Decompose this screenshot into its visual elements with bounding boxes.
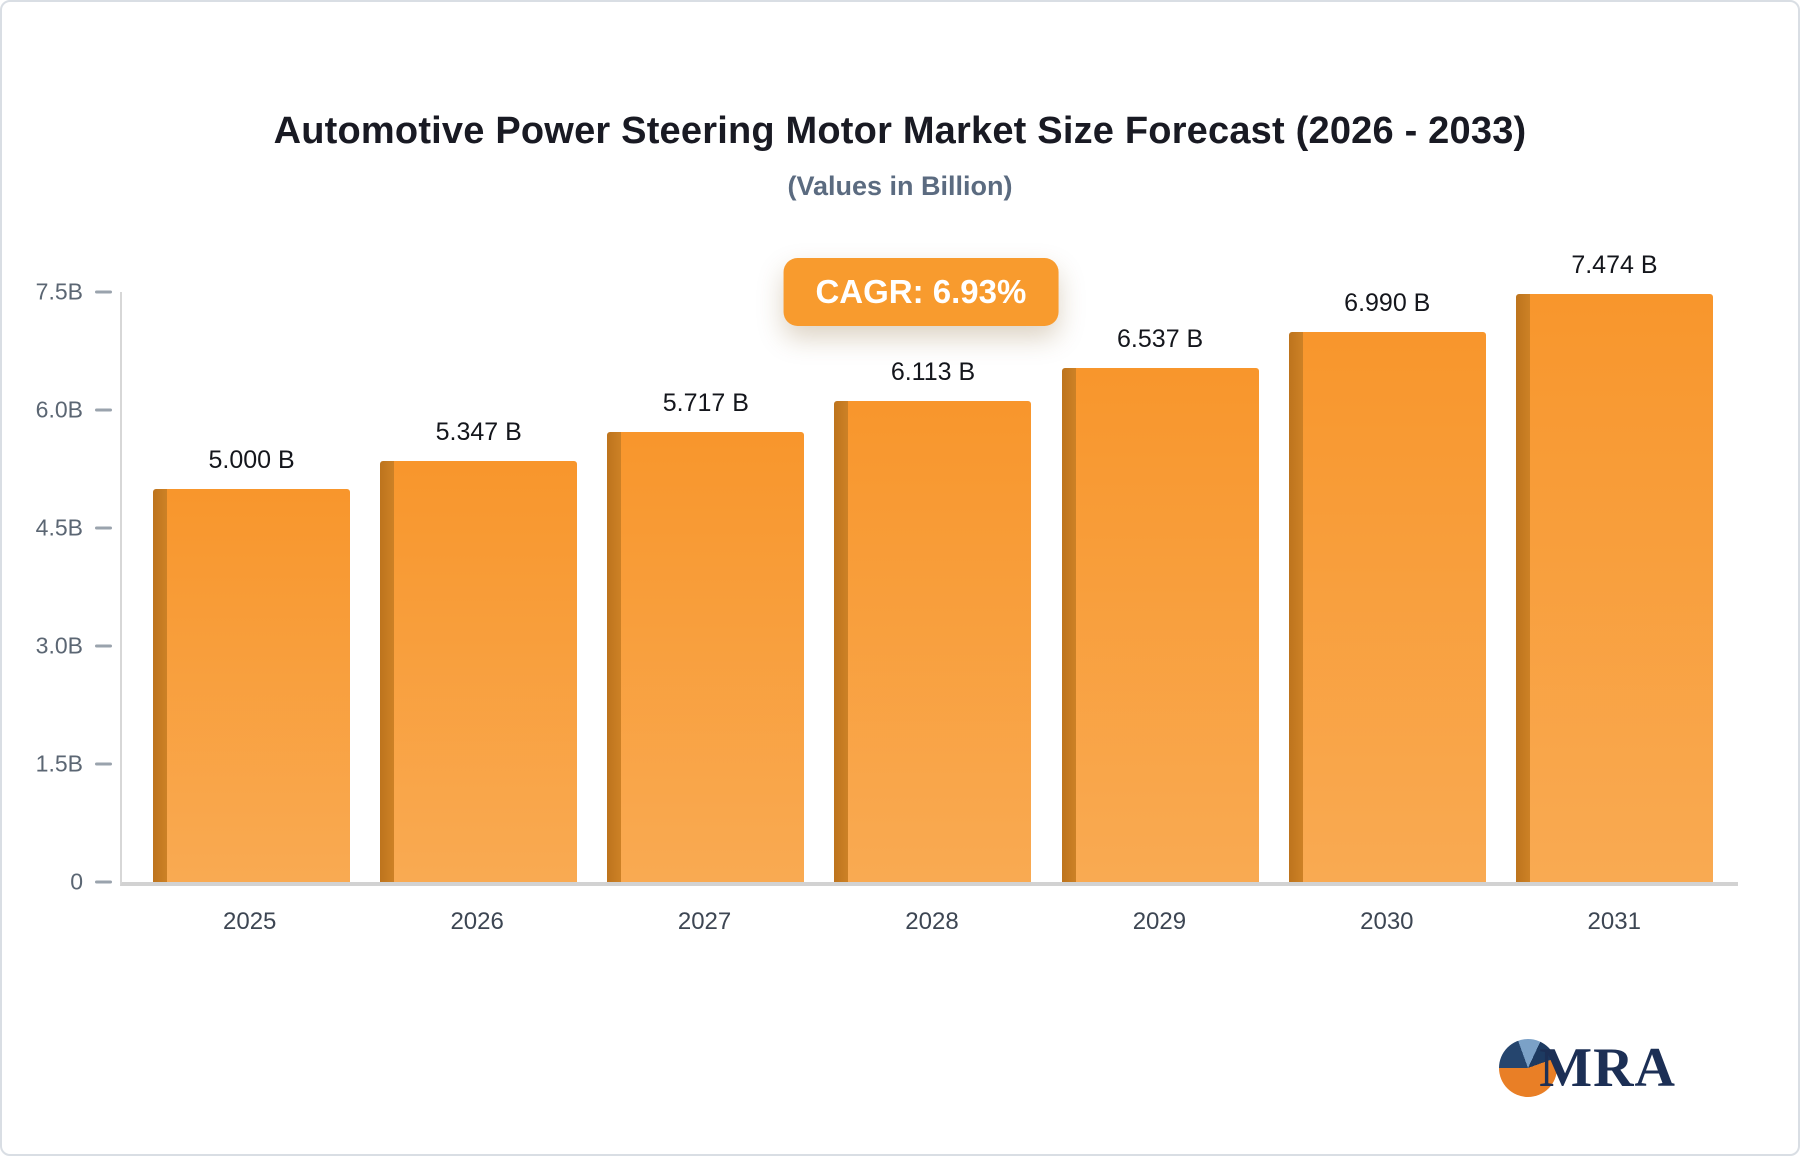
logo-text: MRA [1539,1037,1676,1099]
y-tick-label: 1.5B [35,750,83,777]
bar-value-label: 5.347 B [435,418,522,447]
y-tick-mark [95,290,112,294]
chart-area: CAGR: 6.93% 5.000 B 5.347 B 5.717 B 6.113 B… [36,251,1738,895]
bar-column: 5.000 B [138,292,365,882]
bar-column: 6.537 B [1047,292,1274,882]
x-axis-label-2026: 2026 [450,908,504,935]
y-tick-label: 6.0B [35,396,83,423]
bar-2030 [1288,332,1486,882]
brand-logo: MRA [1499,1036,1676,1100]
bar-value-label: 5.000 B [208,445,295,474]
y-tick-label: 0 [70,868,83,895]
y-tick-7.5B: 7.5B [36,279,112,306]
bar-column: 7.474 B [1501,251,1728,882]
y-tick-mark [95,526,112,530]
chart-subtitle: (Values in Billion) [787,171,1013,201]
bar-column: 6.113 B [819,292,1046,882]
x-axis-label-2025: 2025 [223,908,277,935]
y-tick-3.0B: 3.0B [36,633,112,660]
logo-pie-icon [1499,1039,1558,1097]
bar-value-label: 6.537 B [1117,324,1204,353]
x-axis-labels: 2025 2026 2027 2028 2029 2030 2031 [120,908,1738,936]
y-tick-label: 4.5B [35,514,83,541]
bar-column: 6.990 B [1274,289,1501,882]
x-axis-label-2028: 2028 [905,908,959,935]
bar-column: 5.717 B [592,292,819,882]
plot-area: 5.000 B 5.347 B 5.717 B 6.113 B 6.537 B 6.990… [36,251,1738,895]
y-tick-1.5B: 1.5B [36,751,112,778]
y-tick-0: 0 [70,869,112,896]
bar-2029 [1061,367,1259,882]
x-axis-label-2027: 2027 [677,908,732,935]
x-axis-label-2031: 2031 [1587,908,1641,935]
y-tick-mark [95,408,112,412]
bar-value-label: 5.717 B [662,389,749,418]
y-tick-mark [95,762,112,766]
bar-2027 [607,432,805,882]
bar-2028 [834,401,1032,882]
y-tick-4.5B: 4.5B [36,515,112,542]
bar-2025 [153,488,351,882]
bar-value-label: 6.990 B [1344,289,1431,318]
y-tick-6.0B: 6.0B [36,397,112,424]
y-tick-mark [95,644,112,648]
x-axis-label-2029: 2029 [1132,908,1187,935]
bar-value-label: 6.113 B [890,358,976,387]
x-axis-label-2030: 2030 [1360,908,1414,935]
bar-value-label: 7.474 B [1571,251,1658,280]
bar-column: 5.347 B [365,292,592,882]
bar-2031 [1515,294,1713,882]
bar-2026 [380,461,578,882]
y-tick-label: 7.5B [35,278,83,305]
y-tick-label: 3.0B [35,632,83,659]
y-tick-mark [95,880,112,884]
chart-title: Automotive Power Steering Motor Market S… [273,110,1527,152]
cagr-badge: CAGR: 6.93% [783,258,1059,326]
